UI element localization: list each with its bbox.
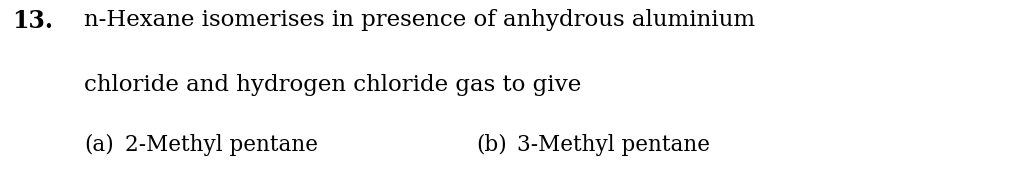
Text: (b): (b) — [476, 134, 507, 156]
Text: n-Hexane isomerises in presence of anhydrous aluminium: n-Hexane isomerises in presence of anhyd… — [84, 9, 755, 31]
Text: (a): (a) — [84, 134, 114, 156]
Text: 2-Methyl pentane: 2-Methyl pentane — [125, 134, 317, 156]
Text: 13.: 13. — [12, 9, 53, 33]
Text: chloride and hydrogen chloride gas to give: chloride and hydrogen chloride gas to gi… — [84, 74, 582, 96]
Text: 3-Methyl pentane: 3-Methyl pentane — [517, 134, 710, 156]
